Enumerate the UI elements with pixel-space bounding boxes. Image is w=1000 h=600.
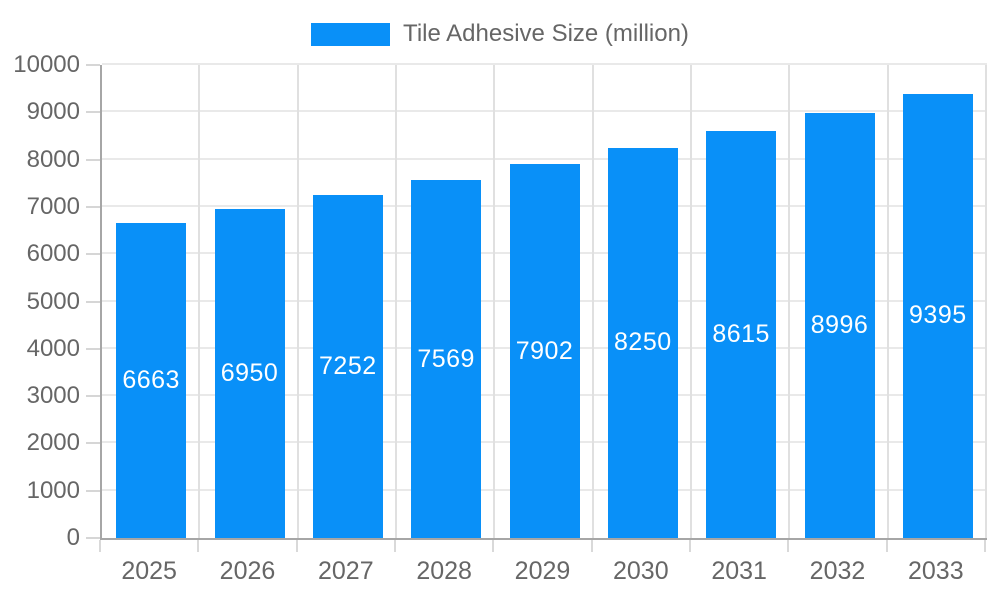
x-axis-tick-label: 2030 — [613, 557, 669, 585]
x-gridline — [395, 65, 397, 538]
bar-2028: 7569 — [411, 180, 482, 538]
bar-value-label: 7569 — [417, 344, 475, 373]
y-axis-tick-label: 2000 — [26, 429, 80, 457]
x-axis-tick-label: 2026 — [219, 557, 276, 585]
y-axis-tick — [86, 64, 100, 66]
bar-2031: 8615 — [706, 130, 777, 538]
y-gridline — [102, 157, 987, 160]
legend-item[interactable]: Tile Adhesive Size (million) — [0, 20, 1000, 48]
x-axis-tick-label: 2025 — [121, 557, 177, 585]
y-axis-tick — [86, 537, 100, 539]
x-axis-tick — [394, 540, 396, 552]
legend-swatch — [311, 22, 391, 46]
x-gridline — [493, 65, 496, 538]
y-axis-tick — [86, 158, 100, 161]
y-axis-tick-label: 9000 — [26, 98, 80, 126]
y-gridline — [102, 63, 987, 65]
y-axis-tick-label: 8000 — [26, 145, 80, 173]
y-axis-tick-label: 4000 — [26, 334, 80, 362]
plot-area: 6663 6950 7252 7569 7902 8250 8615 8996 9395 — [100, 63, 987, 540]
x-gridline — [690, 65, 692, 538]
bar-2030: 8250 — [607, 147, 678, 538]
bar-2027: 7252 — [312, 194, 383, 538]
y-axis-tick — [86, 347, 100, 350]
x-axis-tick-label: 2033 — [908, 557, 964, 585]
legend-label: Tile Adhesive Size (million) — [403, 20, 689, 47]
x-axis-tick — [689, 540, 691, 552]
x-gridline — [591, 65, 594, 538]
bar-value-label: 8996 — [810, 310, 869, 339]
y-axis-tick — [86, 205, 100, 208]
x-axis-tick-label: 2032 — [809, 557, 866, 585]
x-axis-tick-label: 2028 — [416, 557, 472, 585]
x-axis-tick-label: 2031 — [711, 557, 767, 585]
x-axis-tick — [99, 540, 101, 552]
y-axis-tick-label: 6000 — [26, 240, 80, 268]
y-axis-tick — [86, 253, 100, 256]
bar-2033: 9395 — [902, 93, 973, 538]
bar-value-label: 9395 — [909, 301, 967, 330]
y-axis-tick — [86, 489, 100, 492]
y-axis-tick-label: 0 — [66, 524, 80, 551]
x-axis-tick-label: 2027 — [318, 557, 374, 585]
x-gridline — [788, 65, 791, 538]
x-gridline — [886, 65, 889, 538]
y-axis-tick-label: 7000 — [26, 192, 80, 220]
bar-value-label: 6950 — [220, 359, 279, 388]
y-axis-tick — [86, 300, 100, 303]
x-axis-tick — [984, 540, 986, 552]
x-gridline — [198, 65, 201, 538]
y-axis-tick-label: 10000 — [13, 51, 80, 78]
y-axis-tick — [86, 395, 100, 398]
x-axis-tick — [197, 540, 200, 552]
x-axis-tick-label: 2029 — [514, 557, 571, 585]
bar-2026: 6950 — [214, 209, 285, 538]
x-gridline — [296, 65, 299, 538]
x-gridline — [985, 65, 987, 538]
y-axis-tick — [86, 111, 100, 114]
y-gridline — [102, 110, 987, 113]
x-axis-tick — [492, 540, 495, 552]
y-axis-tick-label: 5000 — [26, 287, 80, 315]
bar-2025: 6663 — [116, 222, 187, 538]
y-axis-tick-label: 3000 — [26, 382, 80, 410]
bar-2032: 8996 — [804, 112, 875, 538]
bar-value-label: 8250 — [614, 328, 672, 357]
bar-2029: 7902 — [509, 164, 580, 538]
bar-value-label: 7902 — [515, 336, 574, 365]
bar-value-label: 6663 — [122, 365, 180, 394]
x-axis-tick — [885, 540, 888, 552]
bar-value-label: 8615 — [712, 319, 770, 348]
x-axis-tick — [787, 540, 790, 552]
bar-value-label: 7252 — [319, 351, 377, 380]
y-axis-tick — [86, 442, 100, 445]
y-axis-tick-label: 1000 — [26, 476, 80, 504]
x-axis-tick — [590, 540, 593, 552]
x-axis-tick — [295, 540, 298, 552]
